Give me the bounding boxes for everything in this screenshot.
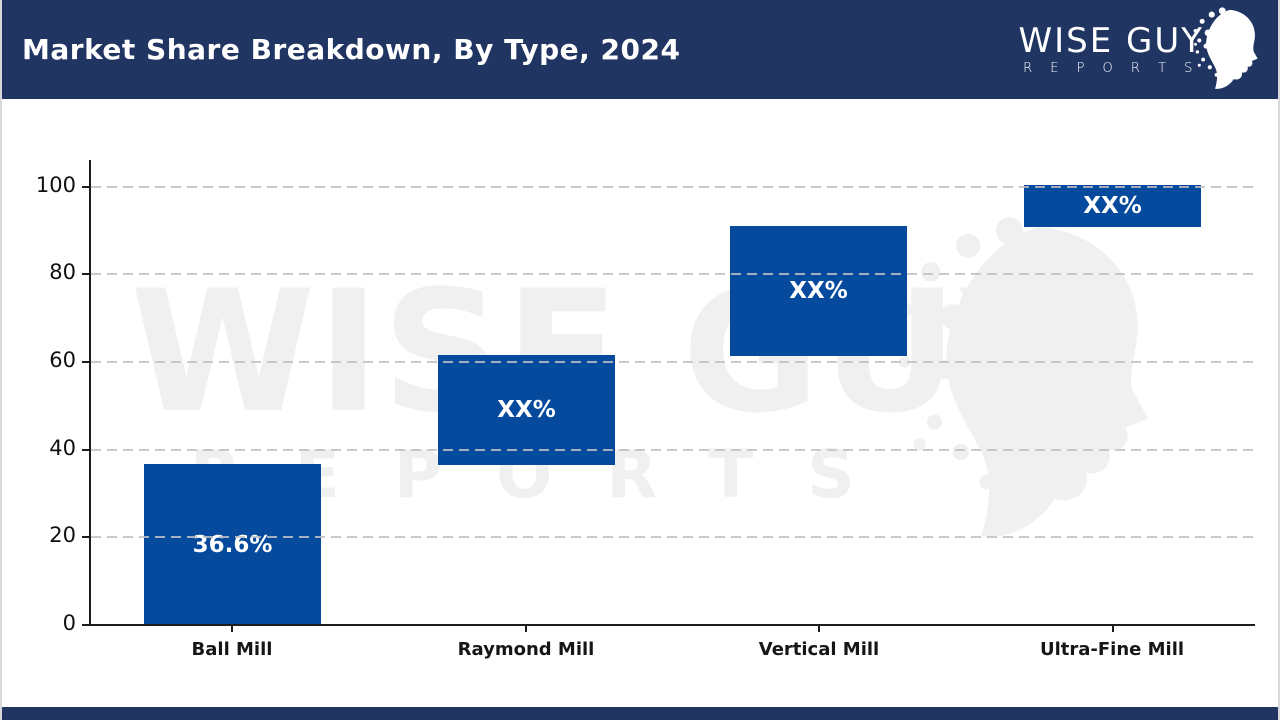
bar-vertical-mill: XX% (730, 226, 907, 356)
y-tickmark (82, 624, 90, 626)
logo-text: WISE GUY R E P O R T S (1018, 20, 1204, 77)
y-tick-label: 20 (49, 523, 76, 547)
report-header: Market Share Breakdown, By Type, 2024 WI… (2, 0, 1278, 99)
y-tick-label: 60 (49, 348, 76, 372)
y-tick-label: 100 (35, 173, 76, 197)
bar-value-label: XX% (497, 397, 556, 423)
y-tickmark (82, 536, 90, 538)
y-tickmark (82, 273, 90, 275)
gridline-100 (91, 186, 1258, 188)
logo-head-icon (1193, 7, 1258, 89)
watermark-head-icon (897, 217, 1149, 537)
y-tickmark (82, 361, 90, 363)
x-category-label: Ultra-Fine Mill (1039, 639, 1185, 660)
gridline-80 (91, 273, 1258, 275)
x-axis-line (89, 624, 1255, 626)
page-title: Market Share Breakdown, By Type, 2024 (22, 33, 681, 66)
bar-ball-mill: 36.6% (144, 464, 321, 625)
y-tick-label: 0 (62, 611, 76, 635)
x-tickmark (818, 626, 820, 632)
x-category-label: Vertical Mill (758, 639, 880, 660)
x-tickmark (231, 626, 233, 632)
x-tickmark (525, 626, 527, 632)
x-category-label: Ball Mill (191, 639, 273, 660)
gridline-40 (91, 449, 1258, 451)
y-tickmark (82, 186, 90, 188)
bar-value-label: 36.6% (192, 531, 273, 558)
wiseguy-logo: WISE GUY R E P O R T S (1018, 6, 1268, 94)
gridline-60 (91, 361, 1258, 363)
bar-ultra-fine-mill: XX% (1024, 185, 1201, 227)
x-category-label: Raymond Mill (457, 639, 595, 660)
bar-value-label: XX% (1083, 193, 1142, 219)
y-tickmark (82, 449, 90, 451)
footer-bar (2, 707, 1278, 720)
y-axis-line (89, 160, 91, 626)
logo-subtext: R E P O R T S (1023, 61, 1200, 77)
y-tick-label: 80 (49, 260, 76, 284)
logo-wordmark: WISE GUY (1018, 20, 1204, 61)
y-tick-label: 40 (49, 436, 76, 460)
gridline-20 (91, 536, 1258, 538)
bar-raymond-mill: XX% (438, 355, 615, 465)
x-tickmark (1112, 626, 1114, 632)
bar-value-label: XX% (789, 278, 848, 304)
